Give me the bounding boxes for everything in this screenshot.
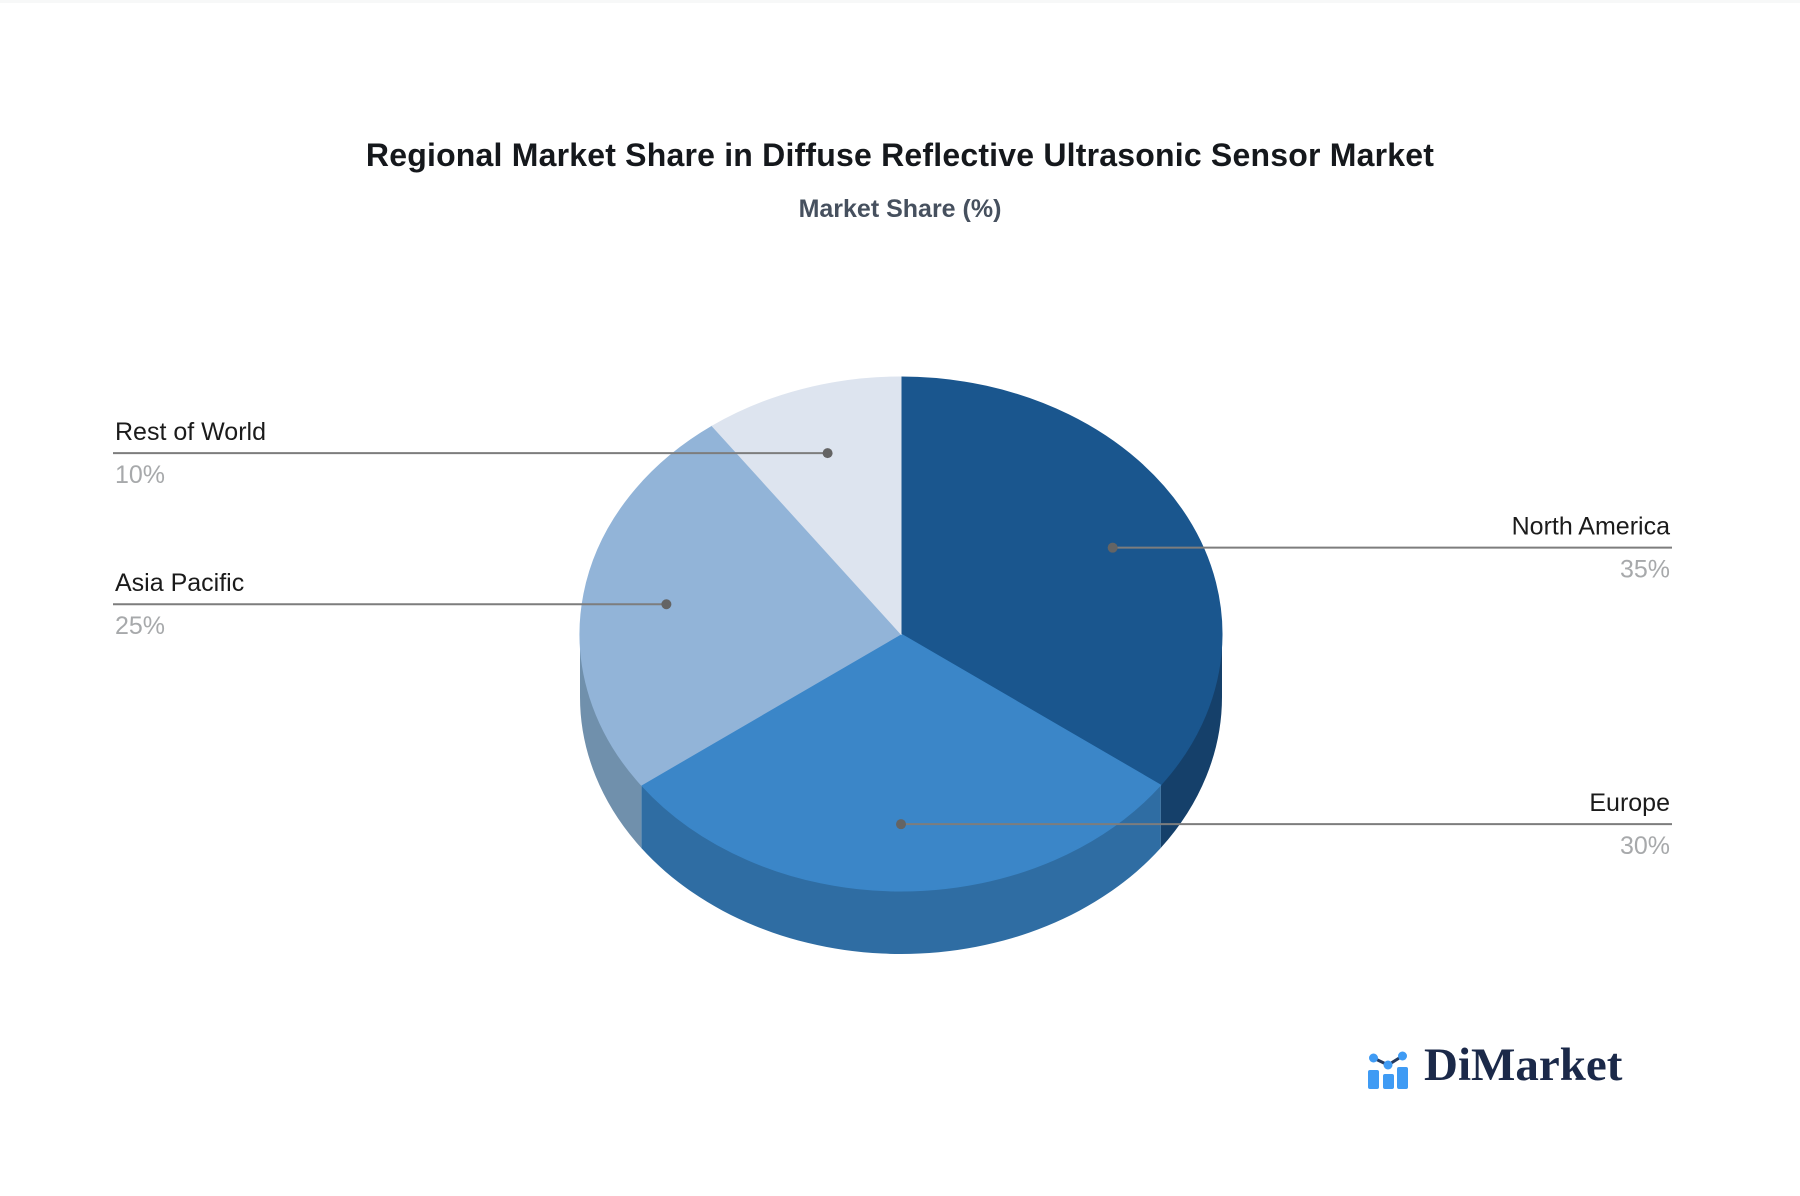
pie-slice-rest-of-world[interactable] <box>711 376 902 636</box>
slice-label-europe: Europe <box>1589 789 1670 817</box>
slice-value-north-america: 35% <box>1620 556 1670 584</box>
leader-dot-europe <box>896 819 906 830</box>
leader-dot-rest-of-world <box>822 448 833 459</box>
pie-slice-side-north-america <box>1160 634 1222 849</box>
slice-label-asia-pacific: Asia Pacific <box>115 569 244 597</box>
pie-slice-side-asia-pacific <box>580 634 642 849</box>
dimarket-logo: DiMarket <box>1366 1038 1622 1092</box>
slice-label-north-america: North America <box>1512 513 1670 541</box>
chart-title: Regional Market Share in Diffuse Reflect… <box>365 137 1435 173</box>
slice-label-rest-of-world: Rest of World <box>115 418 266 446</box>
slice-value-asia-pacific: 25% <box>115 612 165 640</box>
chart-subtitle: Market Share (%) <box>798 195 1002 223</box>
logo-dot-2 <box>1383 1060 1393 1070</box>
logo-bar-3 <box>1397 1067 1408 1089</box>
leader-dot-asia-pacific <box>661 599 672 610</box>
bar-line-chart-icon <box>1368 1051 1408 1089</box>
pie-slice-asia-pacific[interactable] <box>579 425 902 786</box>
pie-slice-side-europe <box>641 785 1161 954</box>
logo-dot-1 <box>1369 1053 1378 1063</box>
leader-dot-north-america <box>1107 542 1118 553</box>
pie-slice-north-america[interactable] <box>900 376 1223 786</box>
logo-bar-1 <box>1368 1070 1379 1089</box>
logo-text: DiMarket <box>1424 1039 1623 1091</box>
logo-bar-2 <box>1383 1074 1394 1089</box>
pie-slice-europe[interactable] <box>640 633 1162 892</box>
slice-value-europe: 30% <box>1620 832 1670 860</box>
logo-dot-3 <box>1398 1051 1407 1061</box>
top-border <box>0 0 1800 3</box>
slice-value-rest-of-world: 10% <box>115 461 165 489</box>
